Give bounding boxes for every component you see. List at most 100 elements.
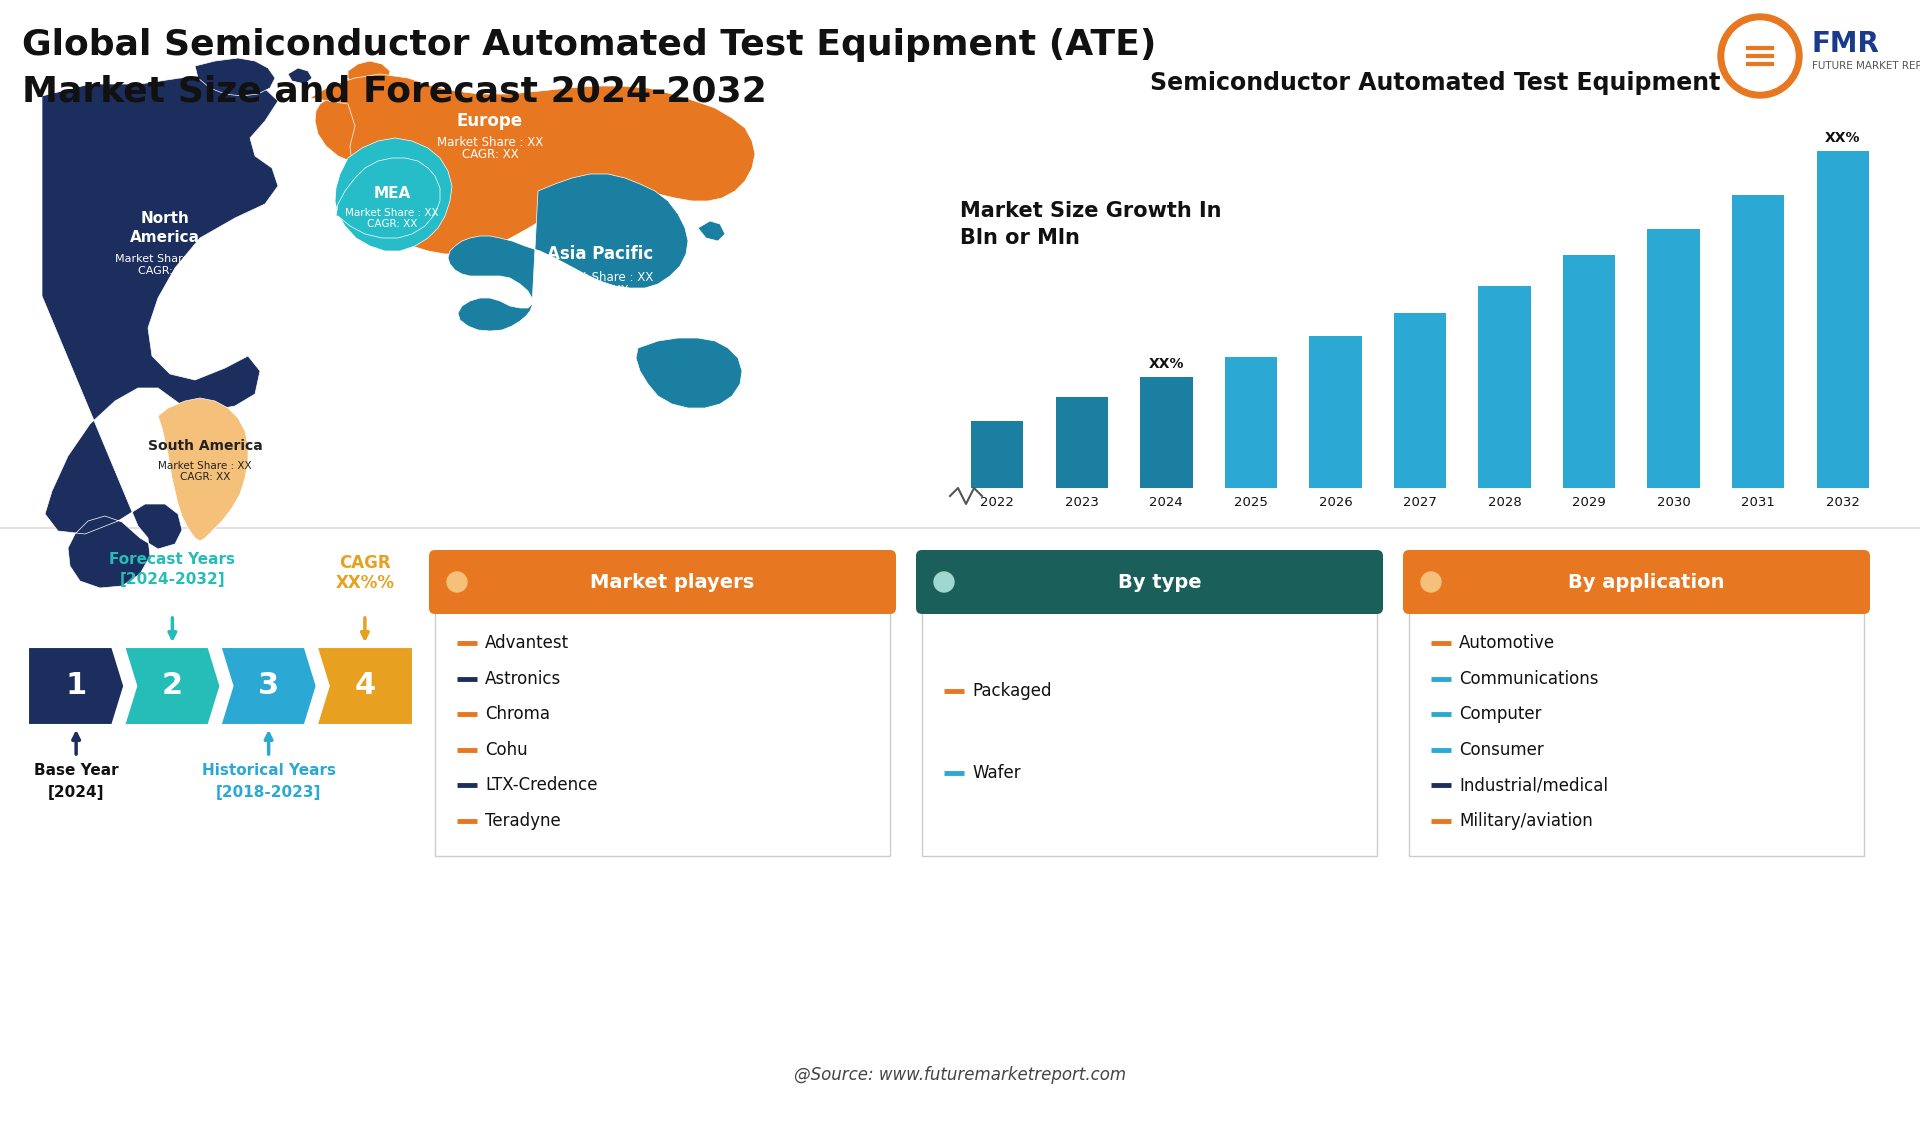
- FancyBboxPatch shape: [1056, 397, 1108, 488]
- Polygon shape: [699, 221, 726, 241]
- Text: Asia Pacific: Asia Pacific: [547, 245, 653, 262]
- Polygon shape: [315, 86, 415, 164]
- Circle shape: [933, 572, 954, 592]
- Circle shape: [1421, 572, 1442, 592]
- Text: XX%: XX%: [1826, 131, 1860, 146]
- Polygon shape: [125, 647, 221, 725]
- Polygon shape: [157, 398, 248, 541]
- Text: 2023: 2023: [1066, 496, 1098, 509]
- Text: North
America: North America: [131, 211, 200, 245]
- Text: 2028: 2028: [1488, 496, 1521, 509]
- Text: 2022: 2022: [981, 496, 1014, 509]
- Text: 2026: 2026: [1319, 496, 1352, 509]
- Text: Market Share : XX: Market Share : XX: [438, 136, 543, 149]
- Polygon shape: [288, 68, 311, 84]
- Text: 2031: 2031: [1741, 496, 1776, 509]
- Text: Industrial/medical: Industrial/medical: [1459, 776, 1609, 794]
- Polygon shape: [348, 61, 390, 91]
- Text: 2: 2: [161, 672, 182, 700]
- Text: FMR: FMR: [1812, 30, 1880, 58]
- Polygon shape: [42, 74, 278, 588]
- Text: South America: South America: [148, 439, 263, 453]
- Text: Automotive: Automotive: [1459, 635, 1555, 652]
- Text: By application: By application: [1569, 573, 1724, 591]
- Text: XX%: XX%: [1148, 356, 1185, 371]
- Polygon shape: [336, 158, 440, 238]
- FancyBboxPatch shape: [1140, 377, 1192, 488]
- FancyBboxPatch shape: [1404, 550, 1870, 614]
- Text: LTX-Credence: LTX-Credence: [486, 776, 597, 794]
- Polygon shape: [334, 138, 451, 251]
- FancyBboxPatch shape: [1309, 336, 1361, 488]
- Text: 1: 1: [65, 672, 86, 700]
- Text: Market players: Market players: [589, 573, 755, 591]
- Text: [2024]: [2024]: [48, 785, 104, 800]
- Polygon shape: [196, 58, 275, 96]
- Polygon shape: [317, 647, 413, 725]
- Text: Bln or Mln: Bln or Mln: [960, 228, 1079, 248]
- Text: XX%%: XX%%: [336, 574, 394, 592]
- Polygon shape: [29, 647, 125, 725]
- Text: Global Semiconductor Automated Test Equipment (ATE): Global Semiconductor Automated Test Equi…: [21, 28, 1156, 62]
- FancyBboxPatch shape: [916, 550, 1382, 614]
- Circle shape: [1724, 21, 1795, 91]
- Text: 2025: 2025: [1235, 496, 1267, 509]
- FancyBboxPatch shape: [1394, 313, 1446, 488]
- Text: Military/aviation: Military/aviation: [1459, 811, 1594, 830]
- Text: FUTURE MARKET REPORT: FUTURE MARKET REPORT: [1812, 61, 1920, 71]
- Polygon shape: [221, 647, 317, 725]
- Text: Communications: Communications: [1459, 670, 1599, 688]
- Text: Market Share : XX: Market Share : XX: [115, 254, 215, 264]
- Text: Historical Years: Historical Years: [202, 763, 336, 778]
- Text: Cohu: Cohu: [486, 740, 528, 759]
- Text: Astronics: Astronics: [486, 670, 561, 688]
- Text: [2018-2023]: [2018-2023]: [215, 785, 321, 800]
- Text: 2024: 2024: [1150, 496, 1183, 509]
- Text: Wafer: Wafer: [972, 764, 1021, 783]
- Circle shape: [1718, 14, 1803, 99]
- Text: @Source: www.futuremarketreport.com: @Source: www.futuremarketreport.com: [795, 1066, 1125, 1084]
- Text: CAGR: XX: CAGR: XX: [461, 148, 518, 160]
- Text: Forecast Years: Forecast Years: [109, 552, 236, 567]
- Text: CAGR: XX: CAGR: XX: [138, 266, 192, 276]
- Text: Semiconductor Automated Test Equipment: Semiconductor Automated Test Equipment: [1150, 71, 1720, 95]
- Text: Europe: Europe: [457, 112, 522, 129]
- Text: Consumer: Consumer: [1459, 740, 1544, 759]
- FancyBboxPatch shape: [1816, 151, 1868, 488]
- Circle shape: [447, 572, 467, 592]
- Text: CAGR: XX: CAGR: XX: [572, 284, 628, 297]
- Text: Chroma: Chroma: [486, 705, 549, 723]
- Text: Market Size Growth In: Market Size Growth In: [960, 201, 1221, 221]
- FancyBboxPatch shape: [1409, 609, 1864, 856]
- Polygon shape: [636, 338, 741, 408]
- Text: 2032: 2032: [1826, 496, 1860, 509]
- FancyBboxPatch shape: [1478, 285, 1530, 488]
- Text: Teradyne: Teradyne: [486, 811, 561, 830]
- FancyBboxPatch shape: [1225, 356, 1277, 488]
- Text: 2029: 2029: [1572, 496, 1605, 509]
- Text: 2027: 2027: [1404, 496, 1436, 509]
- FancyBboxPatch shape: [972, 421, 1023, 488]
- Text: Advantest: Advantest: [486, 635, 568, 652]
- Text: Market Size and Forecast 2024-2032: Market Size and Forecast 2024-2032: [21, 74, 766, 108]
- Text: Computer: Computer: [1459, 705, 1542, 723]
- FancyBboxPatch shape: [1647, 228, 1699, 488]
- Text: 4: 4: [355, 672, 376, 700]
- Text: Market Share : XX: Market Share : XX: [157, 461, 252, 471]
- FancyBboxPatch shape: [436, 609, 891, 856]
- Text: Packaged: Packaged: [972, 682, 1052, 700]
- Text: Base Year: Base Year: [35, 763, 119, 778]
- Text: [2024-2032]: [2024-2032]: [119, 572, 225, 587]
- Polygon shape: [309, 74, 755, 254]
- Polygon shape: [447, 174, 687, 331]
- FancyBboxPatch shape: [428, 550, 897, 614]
- FancyBboxPatch shape: [1563, 256, 1615, 488]
- Text: By type: By type: [1117, 573, 1202, 591]
- Text: Market Share : XX: Market Share : XX: [346, 209, 440, 218]
- Text: 3: 3: [257, 672, 278, 700]
- Text: Market Share : XX: Market Share : XX: [547, 270, 653, 284]
- Text: 2030: 2030: [1657, 496, 1690, 509]
- Text: CAGR: XX: CAGR: XX: [180, 472, 230, 482]
- FancyBboxPatch shape: [922, 609, 1377, 856]
- Text: MEA: MEA: [372, 187, 411, 202]
